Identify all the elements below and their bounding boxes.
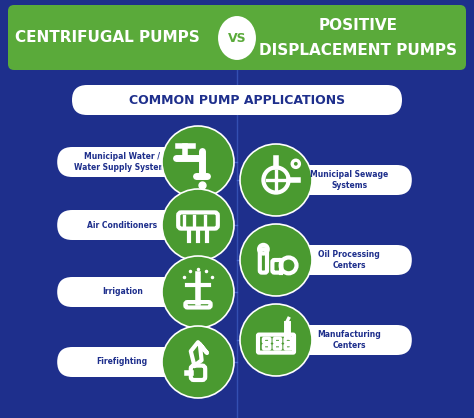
FancyBboxPatch shape — [57, 277, 187, 307]
FancyBboxPatch shape — [57, 347, 187, 377]
Text: DISPLACEMENT PUMPS: DISPLACEMENT PUMPS — [259, 43, 457, 58]
Circle shape — [162, 189, 234, 261]
Text: POSITIVE: POSITIVE — [319, 18, 398, 33]
Text: Oil Processing
Centers: Oil Processing Centers — [319, 250, 380, 270]
FancyBboxPatch shape — [57, 210, 187, 240]
Ellipse shape — [217, 15, 257, 61]
Text: Municipal Water /
Water Supply Systems: Municipal Water / Water Supply Systems — [74, 152, 171, 172]
Circle shape — [162, 126, 234, 198]
FancyBboxPatch shape — [287, 245, 412, 275]
FancyBboxPatch shape — [57, 147, 187, 177]
Circle shape — [240, 224, 312, 296]
Circle shape — [162, 326, 234, 398]
Text: Irrigation: Irrigation — [102, 288, 143, 296]
FancyBboxPatch shape — [287, 325, 412, 355]
Circle shape — [240, 144, 312, 216]
Text: COMMON PUMP APPLICATIONS: COMMON PUMP APPLICATIONS — [129, 94, 345, 107]
Text: Manufacturing
Centers: Manufacturing Centers — [318, 330, 381, 350]
FancyBboxPatch shape — [8, 5, 466, 70]
Text: Firefighting: Firefighting — [97, 357, 148, 367]
Text: Air Conditioners: Air Conditioners — [87, 221, 157, 229]
FancyBboxPatch shape — [287, 165, 412, 195]
Circle shape — [240, 304, 312, 376]
Circle shape — [162, 256, 234, 328]
Text: CENTRIFUGAL PUMPS: CENTRIFUGAL PUMPS — [15, 30, 200, 45]
Text: VS: VS — [228, 31, 246, 44]
Text: Municipal Sewage
Systems: Municipal Sewage Systems — [310, 170, 388, 190]
FancyBboxPatch shape — [72, 85, 402, 115]
